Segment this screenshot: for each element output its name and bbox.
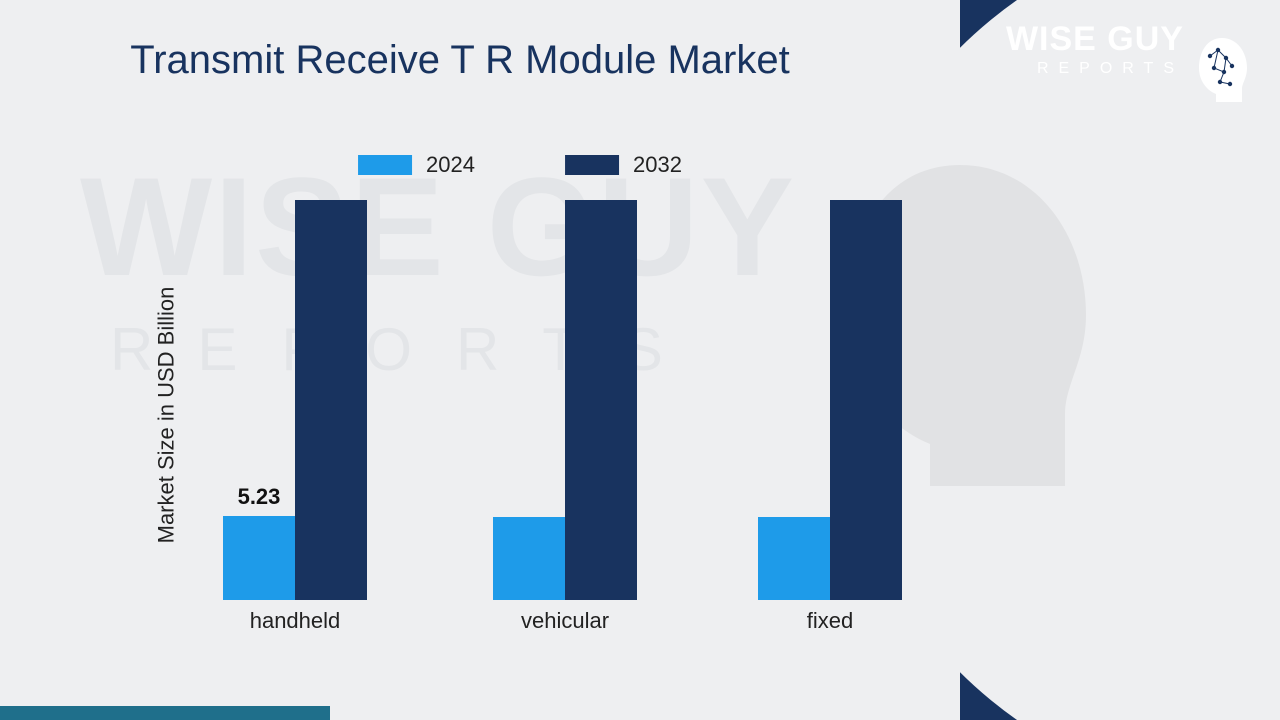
- brand-logo: WISE GUY REPORTS: [1006, 22, 1252, 78]
- bar-vehicular-2032: [565, 200, 637, 600]
- bar-group-vehicular: vehicular: [475, 200, 655, 600]
- logo-text-top: WISE GUY: [1006, 22, 1184, 56]
- logo-text-sub: REPORTS: [1006, 60, 1184, 78]
- legend: 2024 2032: [358, 152, 682, 178]
- footer-accent-bar: [0, 706, 330, 720]
- legend-label-2024: 2024: [426, 152, 475, 178]
- bar-fixed-2032: [830, 200, 902, 600]
- x-axis-label: vehicular: [521, 608, 609, 634]
- bar-handheld-2024: 5.23: [223, 516, 295, 600]
- bar-value-label: 5.23: [238, 484, 281, 510]
- legend-item-2024: 2024: [358, 152, 475, 178]
- page: WISE GUY REPORTS WISE GUY REPORTS: [0, 0, 1280, 720]
- legend-item-2032: 2032: [565, 152, 682, 178]
- bar-vehicular-2024: [493, 517, 565, 600]
- legend-swatch-2024: [358, 155, 412, 175]
- logo-head-icon: [1192, 36, 1252, 106]
- x-axis-label: fixed: [807, 608, 853, 634]
- legend-swatch-2032: [565, 155, 619, 175]
- bar-handheld-2032: [295, 200, 367, 600]
- bar-fixed-2024: [758, 517, 830, 600]
- bar-group-fixed: fixed: [740, 200, 920, 600]
- chart-title: Transmit Receive T R Module Market: [0, 38, 920, 83]
- plot-area: 5.23handheld vehicular fixed: [140, 200, 950, 600]
- x-axis-label: handheld: [250, 608, 341, 634]
- legend-label-2032: 2032: [633, 152, 682, 178]
- chart: Market Size in USD Billion 2024 2032 5.2…: [90, 170, 950, 660]
- bar-group-handheld: 5.23handheld: [205, 200, 385, 600]
